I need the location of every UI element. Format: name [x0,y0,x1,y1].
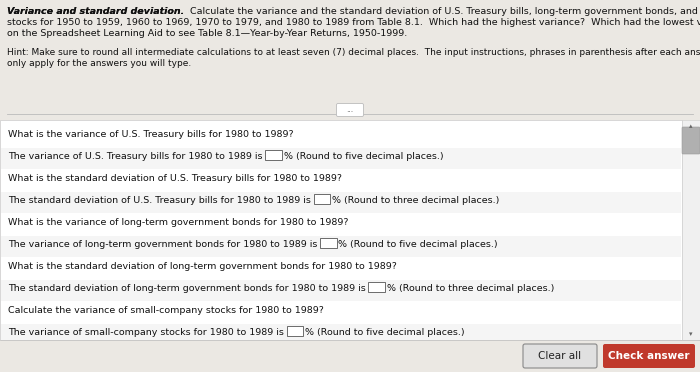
FancyBboxPatch shape [1,192,681,213]
FancyBboxPatch shape [0,340,700,372]
Text: stocks for 1950 to 1959, 1960 to 1969, 1970 to 1979, and 1980 to 1989 from Table: stocks for 1950 to 1959, 1960 to 1969, 1… [7,18,700,27]
Text: The standard deviation of U.S. Treasury bills for 1980 to 1989 is: The standard deviation of U.S. Treasury … [8,196,314,205]
FancyBboxPatch shape [603,344,695,368]
Text: % (Round to three decimal places.): % (Round to three decimal places.) [386,284,554,293]
FancyBboxPatch shape [286,326,303,336]
Text: ▴: ▴ [690,123,693,129]
FancyBboxPatch shape [1,280,681,301]
FancyBboxPatch shape [368,282,385,292]
FancyBboxPatch shape [682,127,700,154]
Text: % (Round to three decimal places.): % (Round to three decimal places.) [332,196,499,205]
FancyBboxPatch shape [682,120,700,340]
Text: only apply for the answers you will type.: only apply for the answers you will type… [7,59,191,68]
Text: What is the standard deviation of long-term government bonds for 1980 to 1989?: What is the standard deviation of long-t… [8,262,397,271]
Text: % (Round to five decimal places.): % (Round to five decimal places.) [305,328,465,337]
FancyBboxPatch shape [320,238,337,248]
Text: Calculate the variance of small-company stocks for 1980 to 1989?: Calculate the variance of small-company … [8,306,324,315]
Text: The standard deviation of long-term government bonds for 1980 to 1989 is: The standard deviation of long-term gove… [8,284,369,293]
Text: What is the standard deviation of U.S. Treasury bills for 1980 to 1989?: What is the standard deviation of U.S. T… [8,174,342,183]
Text: The variance of U.S. Treasury bills for 1980 to 1989 is: The variance of U.S. Treasury bills for … [8,152,265,161]
FancyBboxPatch shape [314,194,330,204]
Text: The variance of long-term government bonds for 1980 to 1989 is: The variance of long-term government bon… [8,240,321,249]
Text: Check answer: Check answer [608,351,690,361]
FancyBboxPatch shape [265,150,282,160]
Text: on the Spreadsheet Learning Aid to see Table 8.1—Year-by-Year Returns, 1950-1999: on the Spreadsheet Learning Aid to see T… [7,29,407,38]
FancyBboxPatch shape [337,103,363,116]
FancyBboxPatch shape [1,148,681,169]
Text: What is the variance of long-term government bonds for 1980 to 1989?: What is the variance of long-term govern… [8,218,349,227]
Text: The variance of small-company stocks for 1980 to 1989 is: The variance of small-company stocks for… [8,328,287,337]
Text: % (Round to five decimal places.): % (Round to five decimal places.) [284,152,443,161]
Text: What is the variance of U.S. Treasury bills for 1980 to 1989?: What is the variance of U.S. Treasury bi… [8,130,293,139]
FancyBboxPatch shape [0,120,682,340]
FancyBboxPatch shape [1,324,681,345]
FancyBboxPatch shape [1,236,681,257]
Text: Clear all: Clear all [538,351,582,361]
Text: ▾: ▾ [690,331,693,337]
Text: % (Round to five decimal places.): % (Round to five decimal places.) [338,240,498,249]
FancyBboxPatch shape [523,344,597,368]
Text: Hint: Make sure to round all intermediate calculations to at least seven (7) dec: Hint: Make sure to round all intermediat… [7,48,700,57]
Text: Calculate the variance and the standard deviation of U.S. Treasury bills, long-t: Calculate the variance and the standard … [184,7,700,16]
Text: Variance and standard deviation.: Variance and standard deviation. [7,7,184,16]
Text: ...: ... [346,106,354,115]
FancyBboxPatch shape [0,0,700,110]
Text: Variance and standard deviation.: Variance and standard deviation. [7,7,184,16]
